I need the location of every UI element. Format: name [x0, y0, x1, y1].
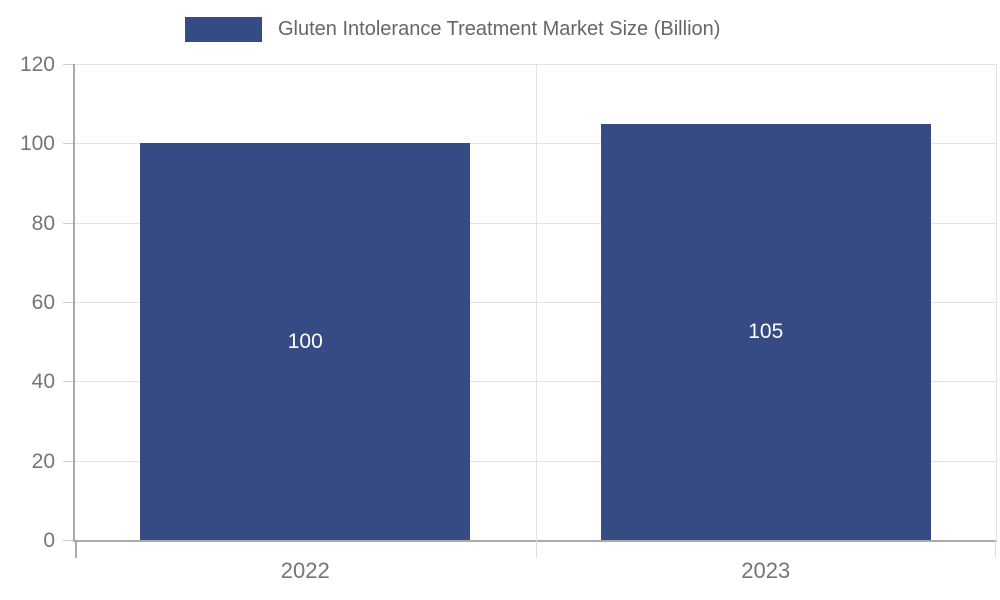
- bar-value-label: 100: [287, 329, 323, 353]
- y-axis-tick: [63, 460, 73, 462]
- x-axis-tick: [995, 540, 996, 558]
- y-tick-label: 60: [31, 291, 55, 314]
- y-tick-label: 40: [31, 370, 55, 394]
- bar[interactable]: 100: [140, 143, 471, 540]
- x-tick-label: 2023: [741, 558, 791, 583]
- y-axis-tick: [63, 302, 73, 303]
- y-tick-label: 80: [31, 211, 55, 235]
- y-tick-label: 120: [19, 53, 55, 76]
- gridline-v: [535, 64, 537, 540]
- x-axis-tick: [75, 540, 77, 558]
- y-axis-tick: [63, 381, 73, 383]
- plot-area: 100 105: [63, 64, 997, 558]
- bar[interactable]: 105: [600, 123, 931, 540]
- y-axis-tick: [63, 64, 73, 65]
- y-tick-label: 100: [19, 132, 55, 156]
- y-axis-tick: [63, 540, 73, 541]
- legend[interactable]: Gluten Intolerance Treatment Market Size…: [185, 17, 720, 42]
- x-tick-label: 2022: [280, 558, 330, 583]
- legend-label: Gluten Intolerance Treatment Market Size…: [278, 18, 721, 40]
- y-axis-tick: [63, 143, 73, 145]
- legend-swatch: [185, 17, 262, 42]
- y-tick-label: 20: [31, 449, 55, 473]
- y-axis-tick: [63, 222, 73, 224]
- x-axis-tick: [535, 540, 537, 558]
- bar-value-label: 105: [748, 319, 784, 343]
- y-tick-label: 0: [43, 529, 55, 552]
